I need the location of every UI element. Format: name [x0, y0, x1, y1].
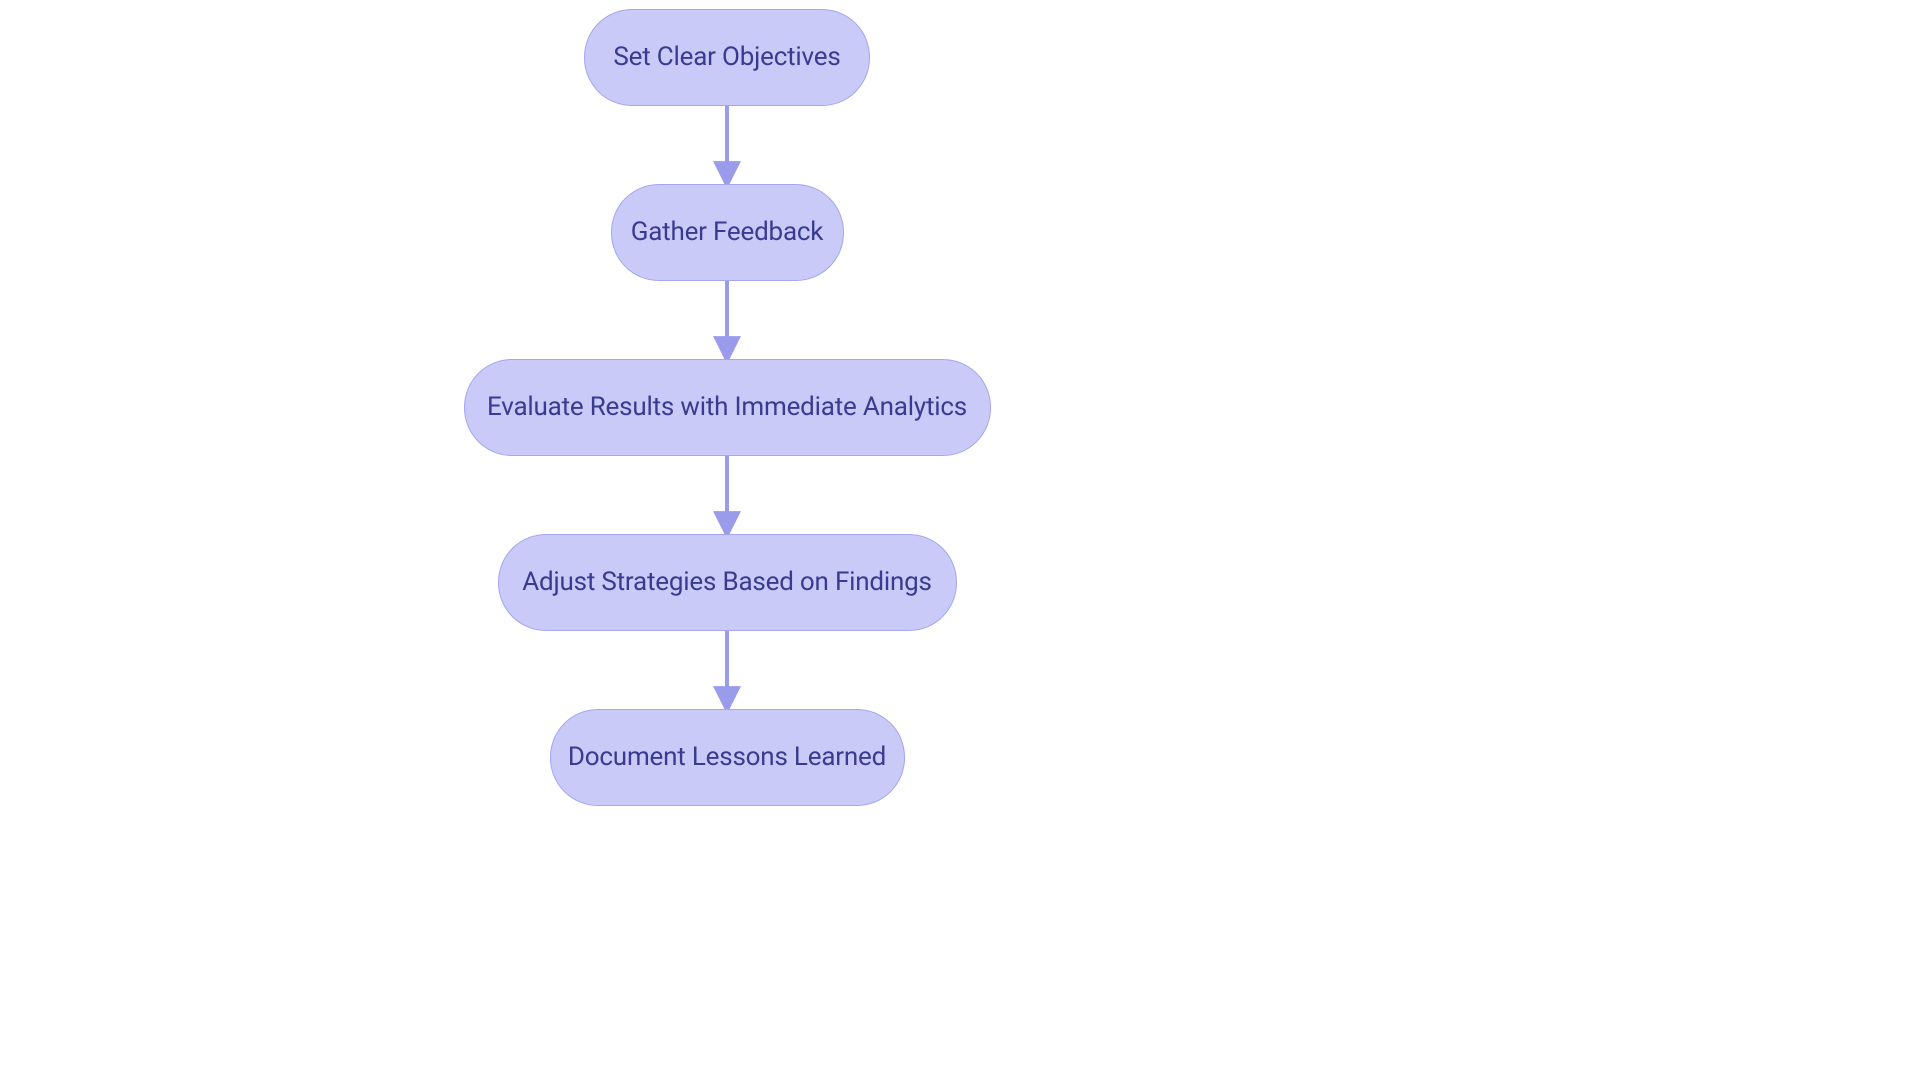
flowchart-node-n5: Document Lessons Learned [550, 709, 905, 806]
flowchart-node-n1: Set Clear Objectives [584, 9, 870, 106]
flowchart-edges [0, 0, 1920, 1083]
flowchart-node-label: Gather Feedback [631, 217, 824, 247]
flowchart-node-n2: Gather Feedback [611, 184, 844, 281]
flowchart-node-n3: Evaluate Results with Immediate Analytic… [464, 359, 991, 456]
flowchart-canvas: Set Clear Objectives Gather Feedback Evalu… [0, 0, 1920, 1083]
flowchart-node-label: Set Clear Objectives [613, 42, 840, 72]
flowchart-node-label: Adjust Strategies Based on Findings [522, 567, 932, 597]
flowchart-node-label: Evaluate Results with Immediate Analytic… [487, 392, 967, 422]
flowchart-node-label: Document Lessons Learned [568, 742, 886, 772]
flowchart-node-n4: Adjust Strategies Based on Findings [498, 534, 957, 631]
